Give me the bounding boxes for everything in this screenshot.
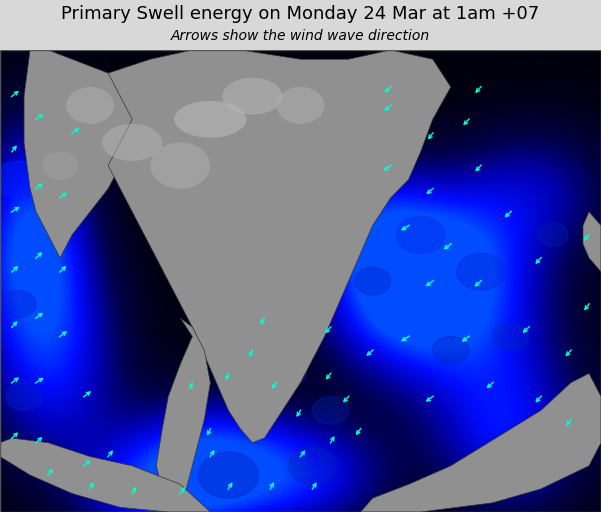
Polygon shape [0, 438, 210, 512]
Ellipse shape [66, 87, 114, 124]
Circle shape [313, 396, 349, 424]
Polygon shape [583, 211, 601, 272]
Polygon shape [361, 373, 601, 512]
Ellipse shape [42, 152, 78, 179]
Ellipse shape [222, 78, 282, 115]
Text: Primary Swell energy on Monday 24 Mar at 1am +07: Primary Swell energy on Monday 24 Mar at… [61, 5, 540, 23]
Polygon shape [156, 318, 210, 503]
Circle shape [355, 267, 391, 295]
Text: Arrows show the wind wave direction: Arrows show the wind wave direction [171, 29, 430, 43]
Circle shape [198, 452, 258, 498]
Ellipse shape [102, 124, 162, 161]
Circle shape [538, 223, 568, 246]
Circle shape [0, 161, 42, 198]
Circle shape [397, 216, 445, 253]
Polygon shape [108, 50, 451, 443]
Circle shape [288, 447, 337, 484]
Ellipse shape [150, 142, 210, 188]
Circle shape [457, 253, 505, 290]
Circle shape [270, 359, 307, 387]
Polygon shape [24, 50, 150, 258]
Circle shape [0, 290, 36, 318]
Ellipse shape [276, 87, 325, 124]
Circle shape [433, 336, 469, 364]
Circle shape [493, 323, 529, 350]
Ellipse shape [174, 101, 246, 138]
Circle shape [6, 382, 42, 410]
